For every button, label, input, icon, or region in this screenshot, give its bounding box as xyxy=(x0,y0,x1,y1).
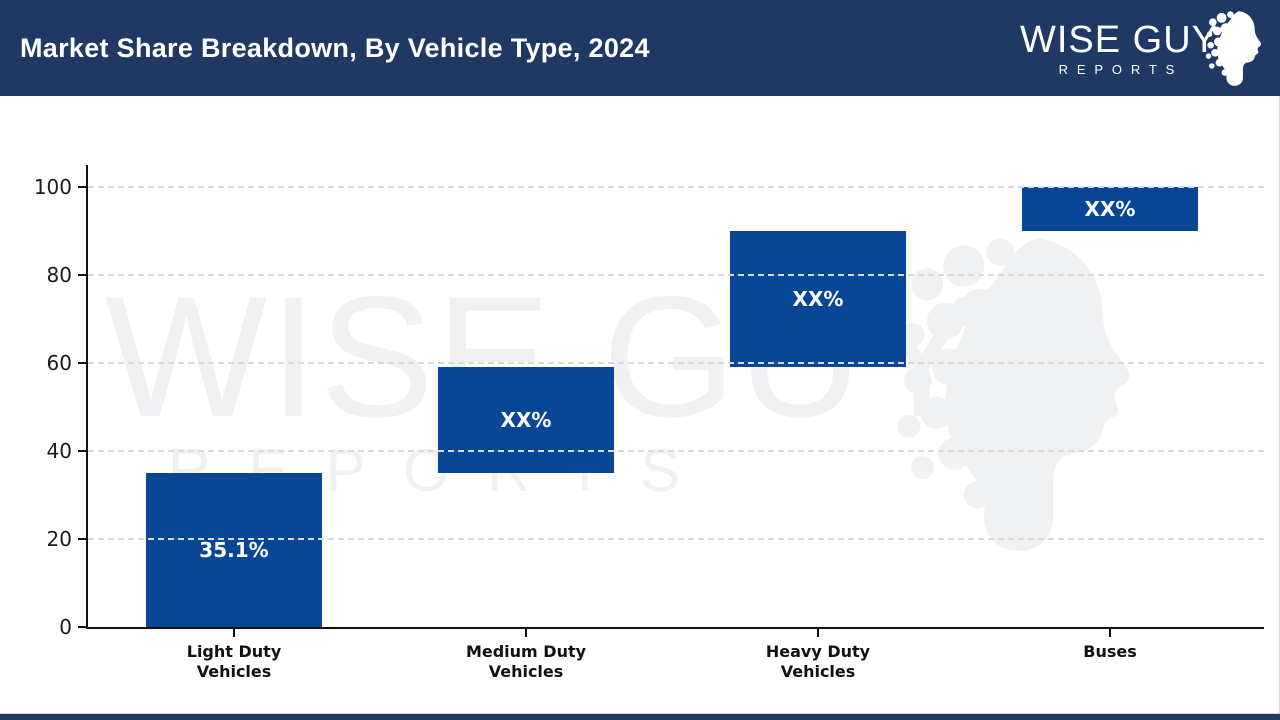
gridline-40 xyxy=(88,450,1264,452)
dotted-head-icon xyxy=(1205,11,1262,86)
y-tick xyxy=(78,362,88,364)
y-tick xyxy=(78,538,88,540)
x-tick xyxy=(525,629,527,637)
y-tick-label: 80 xyxy=(46,263,72,287)
wise-guy-logo: WISE GUY REPORTS xyxy=(1020,8,1272,90)
gridline-80 xyxy=(88,274,1264,276)
gridline-60 xyxy=(88,362,1264,364)
gridline-20 xyxy=(88,538,1264,540)
watermark-head-icon xyxy=(897,238,1130,551)
page-title: Market Share Breakdown, By Vehicle Type,… xyxy=(20,32,650,63)
y-tick xyxy=(78,450,88,452)
x-category-label: Medium Duty Vehicles xyxy=(465,642,587,681)
x-axis-spine xyxy=(86,627,1264,629)
chart-area: WISE GUY REPORTS 35.1%Light Duty Vehicle… xyxy=(0,96,1280,714)
bar-value-label: XX% xyxy=(1084,197,1136,221)
footer-strip xyxy=(0,714,1280,720)
x-tick xyxy=(1109,629,1111,637)
logo-text: WISE GUY REPORTS xyxy=(1019,19,1218,77)
x-tick xyxy=(233,629,235,637)
header-bar: Market Share Breakdown, By Vehicle Type,… xyxy=(0,0,1280,96)
y-tick-label: 100 xyxy=(33,175,72,199)
x-category-label: Light Duty Vehicles xyxy=(186,642,282,681)
y-tick xyxy=(78,274,88,276)
y-tick-label: 0 xyxy=(59,615,72,639)
x-category-label: Buses xyxy=(1083,642,1137,661)
logo-main-text: WISE GUY xyxy=(1019,19,1218,62)
gridline-100 xyxy=(88,186,1264,188)
bottom-hairline xyxy=(0,713,1280,714)
plot: 35.1% Light Duty Vehicles XX% Medium Duty V… xyxy=(0,96,1279,714)
x-category-label: Heavy Duty Vehicles xyxy=(765,642,871,681)
bar-value-label: 35.1% xyxy=(199,537,269,562)
y-tick-label: 20 xyxy=(46,527,72,551)
x-tick xyxy=(817,629,819,637)
bar-value-label: XX% xyxy=(500,407,552,432)
bar-segment-3: XX% xyxy=(730,231,906,368)
y-tick xyxy=(78,626,88,628)
bar-value-label: XX% xyxy=(792,287,844,312)
y-axis-spine xyxy=(86,165,88,629)
y-tick-label: 40 xyxy=(46,439,72,463)
bar-segment-1: 35.1% xyxy=(146,472,322,627)
bar-segment-4: XX% xyxy=(1022,187,1198,231)
y-tick xyxy=(78,186,88,188)
logo-sub-text: REPORTS xyxy=(1058,61,1184,77)
y-tick-label: 60 xyxy=(46,351,72,375)
bar-segment-2: XX% xyxy=(438,367,614,473)
